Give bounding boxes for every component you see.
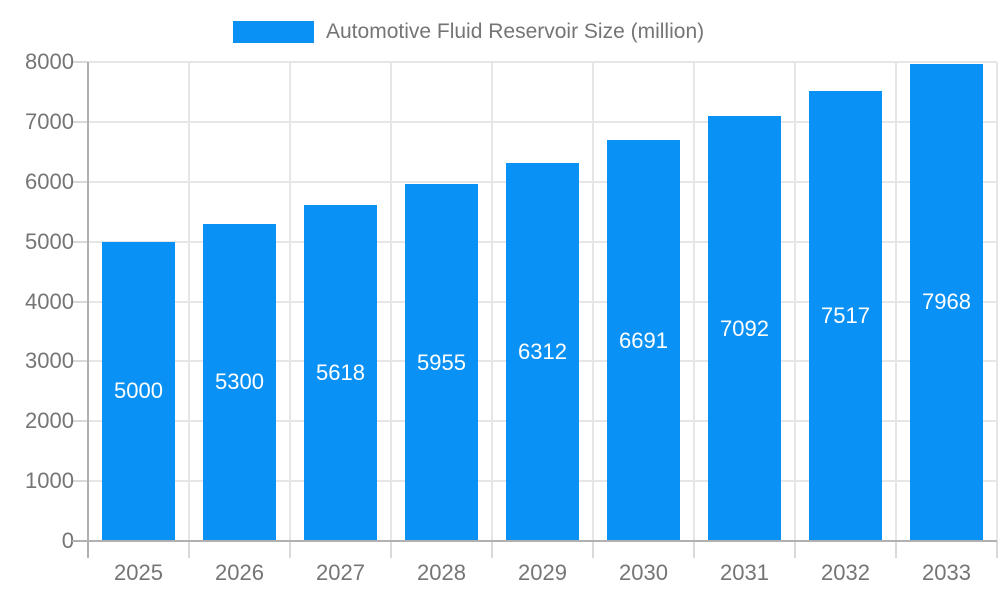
bar-value-label: 7968 <box>922 289 971 315</box>
bar-2028 <box>405 184 478 541</box>
x-axis-label: 2029 <box>518 560 567 585</box>
bar-value-label: 5955 <box>417 349 466 375</box>
x-tick <box>794 541 796 558</box>
y-axis-label: 2000 <box>25 408 74 434</box>
h-gridline <box>88 120 997 123</box>
y-axis-label: 0 <box>61 528 74 553</box>
y-axis-label: 5000 <box>25 228 74 254</box>
y-tick <box>72 61 88 63</box>
v-gridline <box>592 62 594 541</box>
legend: Automotive Fluid Reservoir Size (million… <box>233 20 705 43</box>
x-axis-label: 2032 <box>821 560 870 585</box>
x-axis-label: 2028 <box>417 560 466 585</box>
bar-value-label: 6312 <box>518 339 567 365</box>
bar-2027 <box>304 204 377 541</box>
x-axis-label: 2026 <box>215 560 264 585</box>
legend-swatch <box>233 21 314 43</box>
y-axis-line <box>87 62 89 558</box>
y-tick <box>72 360 88 363</box>
v-gridline <box>895 62 897 541</box>
v-gridline <box>693 62 695 541</box>
y-tick <box>72 300 88 303</box>
x-tick <box>390 541 392 558</box>
v-gridline <box>390 62 392 541</box>
y-axis-label: 6000 <box>25 168 74 194</box>
bar-2033 <box>910 63 983 541</box>
bar-value-label: 7517 <box>821 302 870 328</box>
bar-value-label: 7092 <box>720 315 769 341</box>
y-axis-label: 3000 <box>25 348 74 374</box>
x-axis-line <box>72 540 997 542</box>
y-tick <box>72 240 88 243</box>
v-gridline <box>996 62 998 541</box>
bar-2032 <box>809 90 882 541</box>
y-tick <box>72 420 88 423</box>
bar-value-label: 5300 <box>215 369 264 395</box>
y-axis-label: 7000 <box>25 108 74 134</box>
v-gridline <box>289 62 291 541</box>
h-gridline <box>88 61 997 63</box>
x-axis-label: 2025 <box>114 560 163 585</box>
x-axis-label: 2030 <box>619 560 668 585</box>
bar-value-label: 5618 <box>316 359 365 385</box>
y-tick <box>72 480 88 483</box>
y-axis-label: 1000 <box>25 468 74 494</box>
x-tick <box>592 541 594 558</box>
x-tick <box>289 541 291 558</box>
bar-value-label: 6691 <box>619 327 668 353</box>
y-axis-label: 8000 <box>25 49 74 74</box>
bar-2026 <box>203 223 276 541</box>
v-gridline <box>491 62 493 541</box>
x-axis-label: 2027 <box>316 560 365 585</box>
x-tick <box>491 541 493 558</box>
x-tick <box>895 541 897 558</box>
bar-2031 <box>708 116 781 541</box>
x-axis-label: 2031 <box>720 560 769 585</box>
legend-label: Automotive Fluid Reservoir Size (million… <box>326 20 705 43</box>
bar-2025 <box>102 241 175 541</box>
v-gridline <box>794 62 796 541</box>
y-tick <box>72 180 88 183</box>
x-tick <box>188 541 190 558</box>
v-gridline <box>188 62 190 541</box>
y-tick <box>72 120 88 123</box>
bar-2030 <box>607 140 680 541</box>
x-tick <box>996 541 998 558</box>
y-axis-label: 4000 <box>25 288 74 314</box>
bar-2029 <box>506 163 579 541</box>
x-axis-label: 2033 <box>922 560 971 585</box>
bar-value-label: 5000 <box>114 378 163 404</box>
x-tick <box>693 541 695 558</box>
